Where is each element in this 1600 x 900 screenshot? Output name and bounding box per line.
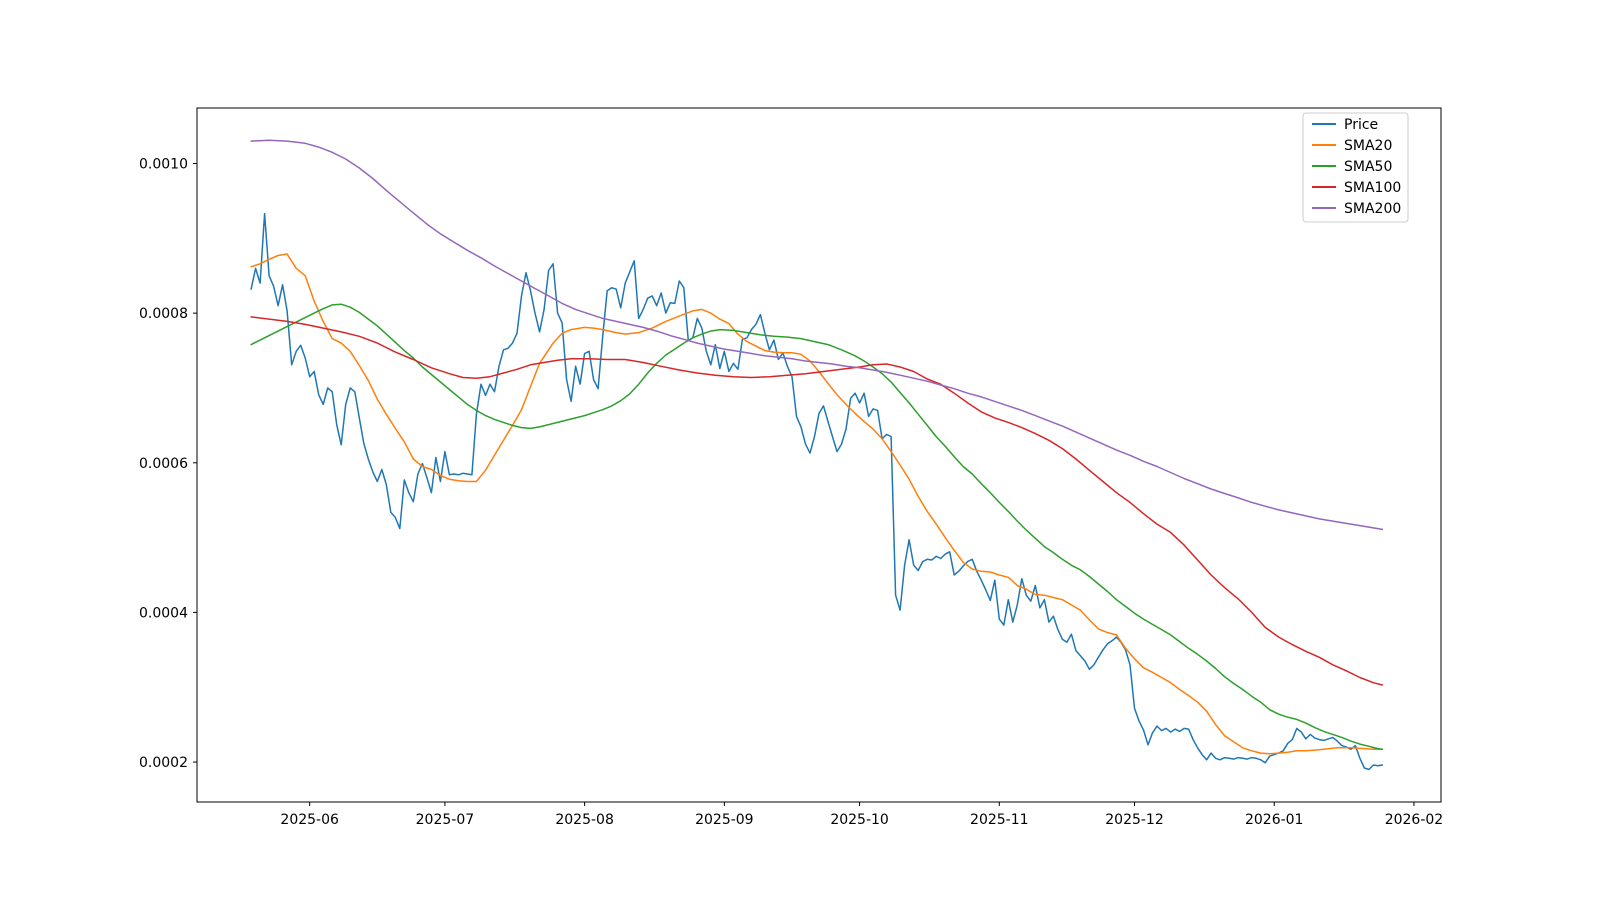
series-line-sma50 [250, 303, 1384, 751]
plot-frame [196, 107, 1442, 803]
x-tick-label: 2025-07 [416, 812, 475, 828]
x-tick-label: 2025-12 [1105, 812, 1164, 828]
legend-label-sma200: SMA200 [1344, 201, 1401, 217]
x-tick-label: 2025-11 [970, 812, 1029, 828]
y-tick-label: 0.0002 [139, 755, 188, 771]
legend-label-price: Price [1344, 117, 1378, 133]
x-tick-label: 2026-01 [1245, 812, 1304, 828]
y-tick-label: 0.0004 [139, 605, 188, 621]
series-line-sma100 [250, 316, 1384, 686]
legend-label-sma100: SMA100 [1344, 180, 1401, 196]
x-tick-label: 2025-08 [555, 812, 614, 828]
x-tick-label: 2025-06 [280, 812, 339, 828]
x-tick-label: 2025-10 [830, 812, 889, 828]
x-tick-label: 2026-02 [1385, 812, 1444, 828]
y-tick-label: 0.0006 [139, 456, 188, 472]
series-line-sma20 [250, 253, 1384, 755]
legend-label-sma50: SMA50 [1344, 159, 1392, 175]
y-tick-label: 0.0008 [139, 306, 188, 322]
y-tick-label: 0.0010 [139, 157, 188, 173]
series-line-sma200 [250, 139, 1384, 531]
x-tick-label: 2025-09 [695, 812, 754, 828]
legend-box [1302, 112, 1409, 223]
series-line-price [250, 212, 1384, 771]
legend-label-sma20: SMA20 [1344, 138, 1392, 154]
